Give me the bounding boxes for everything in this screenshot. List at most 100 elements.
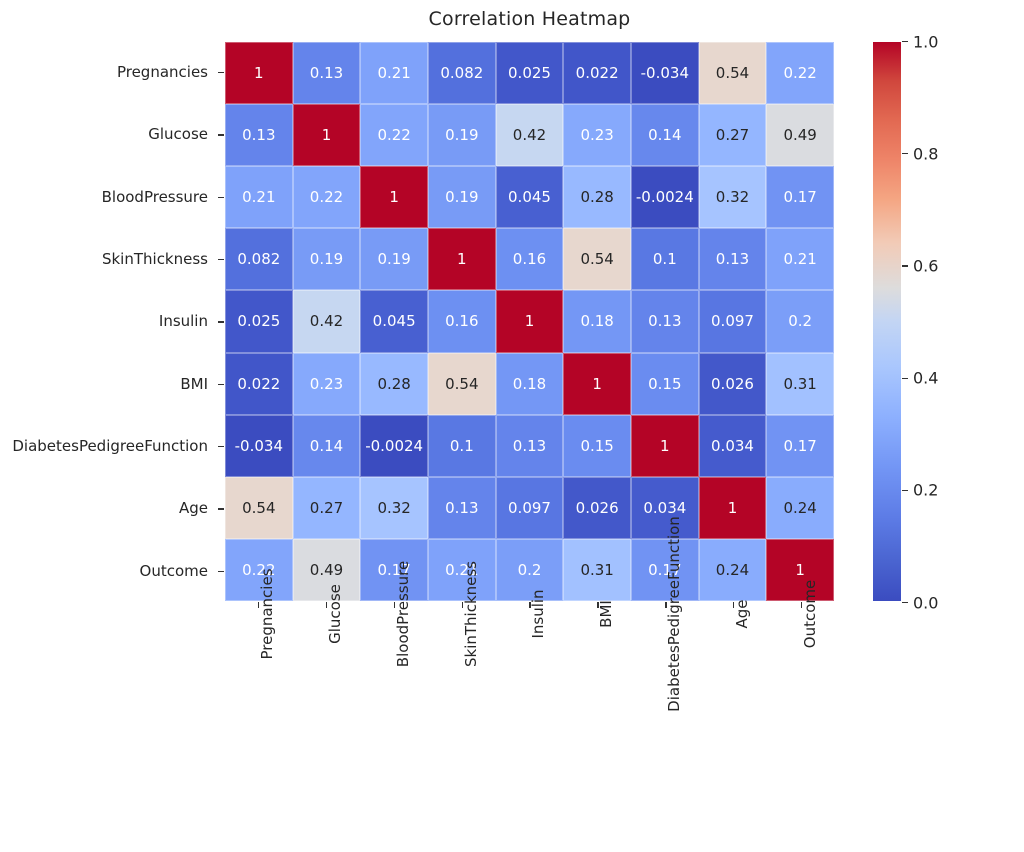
heatmap-cell: 0.28 <box>563 166 631 229</box>
x-axis-tick-label: Insulin <box>496 589 564 812</box>
heatmap-cell: 0.045 <box>360 290 428 353</box>
y-axis-tick-mark <box>0 540 224 602</box>
heatmap-cell: 1 <box>766 538 834 601</box>
y-axis-tick-label: Age <box>178 499 208 518</box>
heatmap-cell-value: 0.13 <box>715 250 750 269</box>
y-axis-tick-mark <box>0 41 224 103</box>
heatmap-cell-value: 0.022 <box>575 64 619 83</box>
x-axis-tick-marks <box>224 602 835 610</box>
heatmap-cell-value: 0.22 <box>309 188 344 207</box>
heatmap-cell: 0.27 <box>698 104 767 167</box>
x-axis-tick-label-text: Glucose <box>325 584 344 644</box>
heatmap-cell-value: 0.18 <box>580 312 614 331</box>
y-axis-tick-label: Pregnancies <box>116 63 208 82</box>
y-axis-tick-mark <box>0 228 224 290</box>
x-axis-tick-label-text: Insulin <box>529 589 548 639</box>
y-axis-tick-marks <box>0 41 224 602</box>
heatmap-cell-value: 0.022 <box>237 374 281 393</box>
x-axis-tick-label-text: Pregnancies <box>257 568 276 660</box>
heatmap-cell: 0.31 <box>766 352 834 415</box>
y-axis-tick-label: SkinThickness <box>101 250 208 269</box>
heatmap-cell-value: 0.025 <box>508 64 551 83</box>
heatmap-cell: 0.16 <box>427 290 496 353</box>
heatmap-cell-value: 0.28 <box>377 374 411 393</box>
heatmap-cell-value: 0.32 <box>715 188 750 207</box>
y-axis-tick-mark <box>0 415 224 477</box>
heatmap-cell: 0.28 <box>360 352 428 415</box>
colorbar-tick-label: 0.2 <box>913 480 939 500</box>
heatmap-cell: -0.0024 <box>360 414 428 477</box>
heatmap-cell: 0.025 <box>225 290 293 353</box>
heatmap-cell: 0.045 <box>495 166 564 229</box>
heatmap-cell: 1 <box>698 476 767 539</box>
x-axis-tick-label-text: BloodPressure <box>393 560 412 668</box>
x-axis-tick-label-text: DiabetesPedigreeFunction <box>665 516 684 712</box>
heatmap-cell-value: -0.034 <box>234 436 283 455</box>
heatmap-cell: 0.19 <box>360 228 428 291</box>
heatmap-cell-value: 0.097 <box>508 498 551 517</box>
heatmap-cell: 0.026 <box>563 476 631 539</box>
colorbar-tick: 0.4 <box>902 369 962 388</box>
y-axis-tick-label: Glucose <box>148 125 208 144</box>
colorbar-tick: 0.0 <box>902 593 962 612</box>
heatmap-cell-value: 0.28 <box>580 188 614 207</box>
colorbar-tick: 0.6 <box>902 256 962 275</box>
heatmap-cell-value: 0.15 <box>648 374 682 393</box>
heatmap-plot-area: 1 0.13 0.21 0.082 0.025 0.022 -0.034 0.54 0.22 0.… <box>224 41 835 602</box>
x-axis-tick-mark <box>292 602 360 610</box>
colorbar-tick-mark <box>902 153 908 155</box>
heatmap-cell-value: 0.045 <box>508 188 551 207</box>
heatmap-cell-value: 0.21 <box>377 64 411 83</box>
heatmap-cell: 0.24 <box>766 476 834 539</box>
heatmap-cell: 0.49 <box>292 538 361 601</box>
x-axis-tick-mark <box>631 602 699 610</box>
x-axis-tick-label: Outcome <box>767 580 835 812</box>
heatmap-cell: 0.1 <box>630 228 699 291</box>
heatmap-cell-value: 0.54 <box>580 250 614 269</box>
y-axis-tick-mark <box>0 353 224 415</box>
x-axis-tick-label: Pregnancies <box>224 568 292 812</box>
heatmap-cell-value: 0.22 <box>377 126 411 145</box>
heatmap-cell-value: 0.13 <box>309 64 344 83</box>
heatmap-cell: 0.13 <box>292 42 361 105</box>
heatmap-cell-value: 0.21 <box>242 188 276 207</box>
y-axis-tick-labels: Pregnancies Glucose BloodPressure SkinThick… <box>0 41 216 602</box>
y-axis-tick-label: BloodPressure <box>101 187 208 206</box>
heatmap-cell-value: 0.24 <box>783 498 817 517</box>
heatmap-cell-value: 1 <box>389 188 399 207</box>
heatmap-cell-value: 0.19 <box>445 126 479 145</box>
heatmap-cell: 0.082 <box>225 228 293 291</box>
heatmap-cell: 0.022 <box>225 352 293 415</box>
heatmap-cell-value: 0.13 <box>445 498 479 517</box>
x-axis-tick-label-text: BMI <box>597 600 616 628</box>
heatmap-cell: 0.23 <box>292 352 361 415</box>
heatmap-cell-value: 0.24 <box>715 560 750 579</box>
heatmap-cell-value: 0.1 <box>652 250 677 269</box>
heatmap-cell: 0.2 <box>766 290 834 353</box>
heatmap-cell: 0.54 <box>698 42 767 105</box>
heatmap-cell: 0.14 <box>292 414 361 477</box>
heatmap-cell: 0.31 <box>563 538 631 601</box>
heatmap-cell: 0.19 <box>292 228 361 291</box>
heatmap-cell: -0.034 <box>630 42 699 105</box>
heatmap-cell-value: 0.42 <box>512 126 547 145</box>
heatmap-cell: -0.034 <box>225 414 293 477</box>
heatmap-cell-value: 0.32 <box>377 498 411 517</box>
colorbar-tick-mark <box>902 489 908 492</box>
y-axis-tick-mark <box>0 166 224 228</box>
heatmap-cell: 0.32 <box>360 476 428 539</box>
heatmap-cell: 0.097 <box>698 290 767 353</box>
heatmap-cell-value: 0.27 <box>309 498 344 517</box>
heatmap-cell-value: 0.54 <box>715 64 750 83</box>
heatmap-cell: 1 <box>563 352 631 415</box>
heatmap-cell: 0.034 <box>698 414 767 477</box>
heatmap-cell-value: 0.17 <box>783 436 817 455</box>
y-axis-tick-label: Outcome <box>139 561 208 580</box>
heatmap-cell: 0.42 <box>292 290 361 353</box>
heatmap-cell-value: 0.026 <box>575 498 619 517</box>
heatmap-cell: 0.13 <box>225 104 293 167</box>
heatmap-cell-value: 0.22 <box>783 64 817 83</box>
heatmap-cell-value: 0.13 <box>242 126 276 145</box>
heatmap-cell: 0.42 <box>495 104 564 167</box>
heatmap-cell: 0.13 <box>630 290 699 353</box>
